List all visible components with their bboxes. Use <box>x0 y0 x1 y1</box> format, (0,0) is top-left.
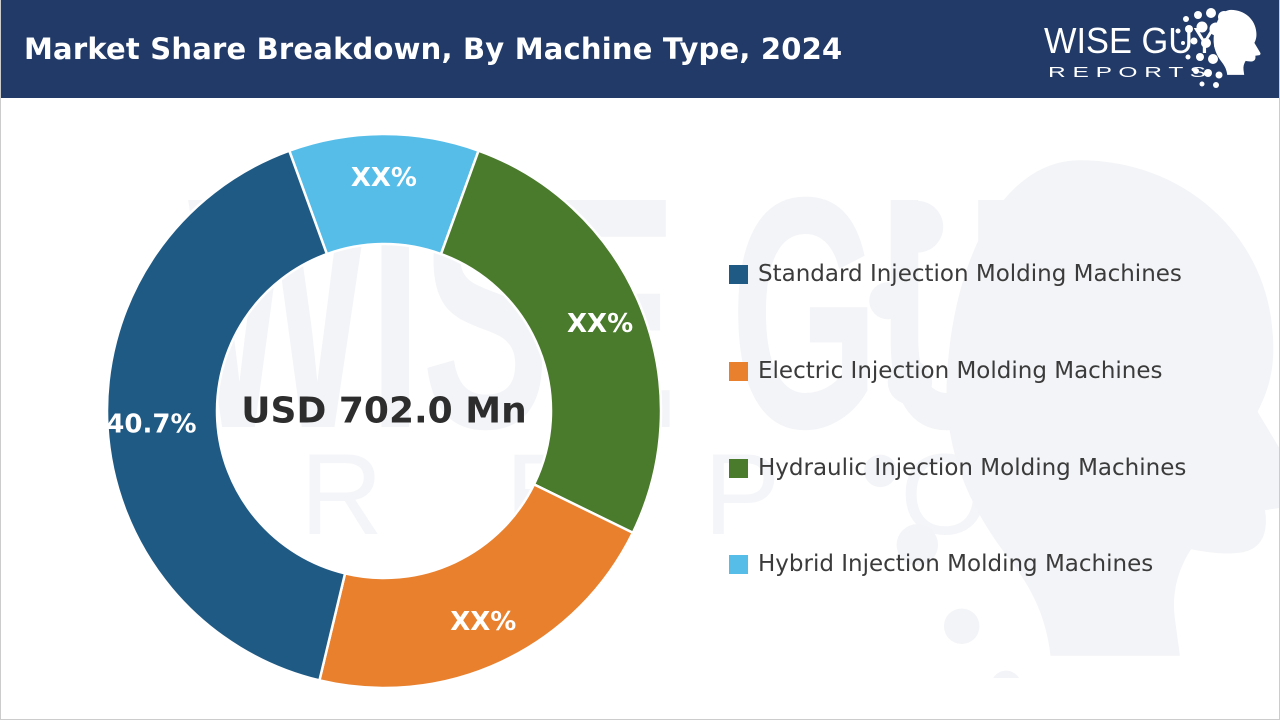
legend-swatch-hybrid <box>729 554 748 574</box>
legend-item-standard: Standard Injection Molding Machines <box>729 253 1182 295</box>
legend-label: Hybrid Injection Molding Machines <box>758 551 1154 577</box>
donut-segment-2 <box>318 483 635 690</box>
header-bar: Market Share Breakdown, By Machine Type,… <box>0 0 1280 98</box>
legend-label: Standard Injection Molding Machines <box>758 261 1182 287</box>
donut-chart: XX% XX% XX% 40.7% <box>105 132 663 690</box>
segment-label: 40.7% <box>106 409 196 439</box>
legend-swatch-hydraulic <box>729 458 748 478</box>
legend-swatch-standard <box>729 264 748 284</box>
legend-label: Hydraulic Injection Molding Machines <box>758 455 1187 481</box>
watermark-face-icon <box>864 160 1280 678</box>
segment-label: XX% <box>567 309 633 339</box>
donut-segment-3 <box>105 149 347 682</box>
legend-label: Electric Injection Molding Machines <box>758 358 1163 384</box>
chart-center-value: USD 702.0 Mn <box>241 390 527 432</box>
segment-label: XX% <box>450 607 516 637</box>
legend-swatch-electric <box>729 361 748 381</box>
legend-item-electric: Electric Injection Molding Machines <box>729 350 1163 392</box>
logo-face-icon <box>1213 9 1261 75</box>
logo-reports-text: R E P O R T S <box>1048 64 1206 81</box>
wise-guy-reports-logo: WISE GUY R E P O R T S <box>1044 8 1261 88</box>
legend-item-hydraulic: Hydraulic Injection Molding Machines <box>729 447 1186 489</box>
segment-label: XX% <box>351 163 417 193</box>
legend-item-hybrid: Hybrid Injection Molding Machines <box>729 543 1153 585</box>
donut-segment-1 <box>439 149 663 535</box>
page-title: Market Share Breakdown, By Machine Type,… <box>24 32 843 66</box>
